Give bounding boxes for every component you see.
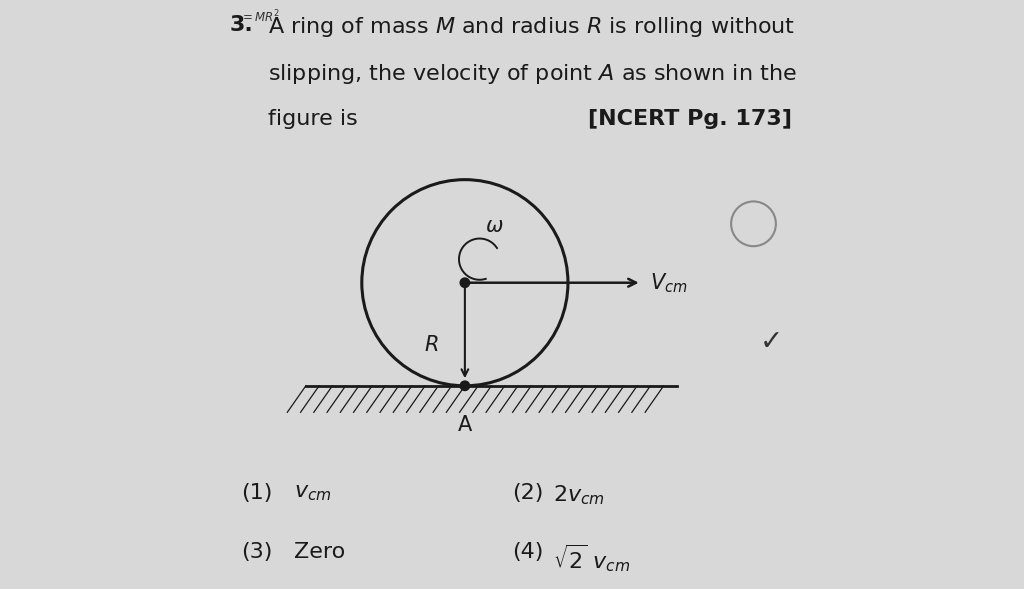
Text: (4): (4) (512, 542, 544, 562)
Text: A: A (458, 415, 472, 435)
Text: slipping, the velocity of point $A$ as shown in the: slipping, the velocity of point $A$ as s… (267, 62, 797, 86)
Text: A ring of mass $M$ and radius $R$ is rolling without: A ring of mass $M$ and radius $R$ is rol… (267, 15, 795, 39)
Text: (1): (1) (241, 483, 272, 503)
Circle shape (460, 278, 470, 287)
Text: [NCERT Pg. 173]: [NCERT Pg. 173] (588, 109, 792, 129)
Text: (2): (2) (512, 483, 544, 503)
Text: ✓: ✓ (760, 327, 782, 356)
Text: $=MR^2$: $=MR^2$ (240, 9, 280, 25)
Circle shape (460, 381, 470, 391)
Text: $\sqrt{2}\ v_{cm}$: $\sqrt{2}\ v_{cm}$ (553, 542, 631, 574)
Text: $v_{cm}$: $v_{cm}$ (294, 483, 332, 503)
Text: $R$: $R$ (424, 335, 438, 355)
Text: figure is: figure is (267, 109, 357, 129)
Text: 3.: 3. (229, 15, 253, 35)
Text: $V_{cm}$: $V_{cm}$ (650, 271, 688, 294)
Text: Zero: Zero (294, 542, 345, 562)
Text: $2v_{cm}$: $2v_{cm}$ (553, 483, 605, 507)
Text: (3): (3) (241, 542, 272, 562)
Text: $\omega$: $\omega$ (485, 216, 504, 236)
